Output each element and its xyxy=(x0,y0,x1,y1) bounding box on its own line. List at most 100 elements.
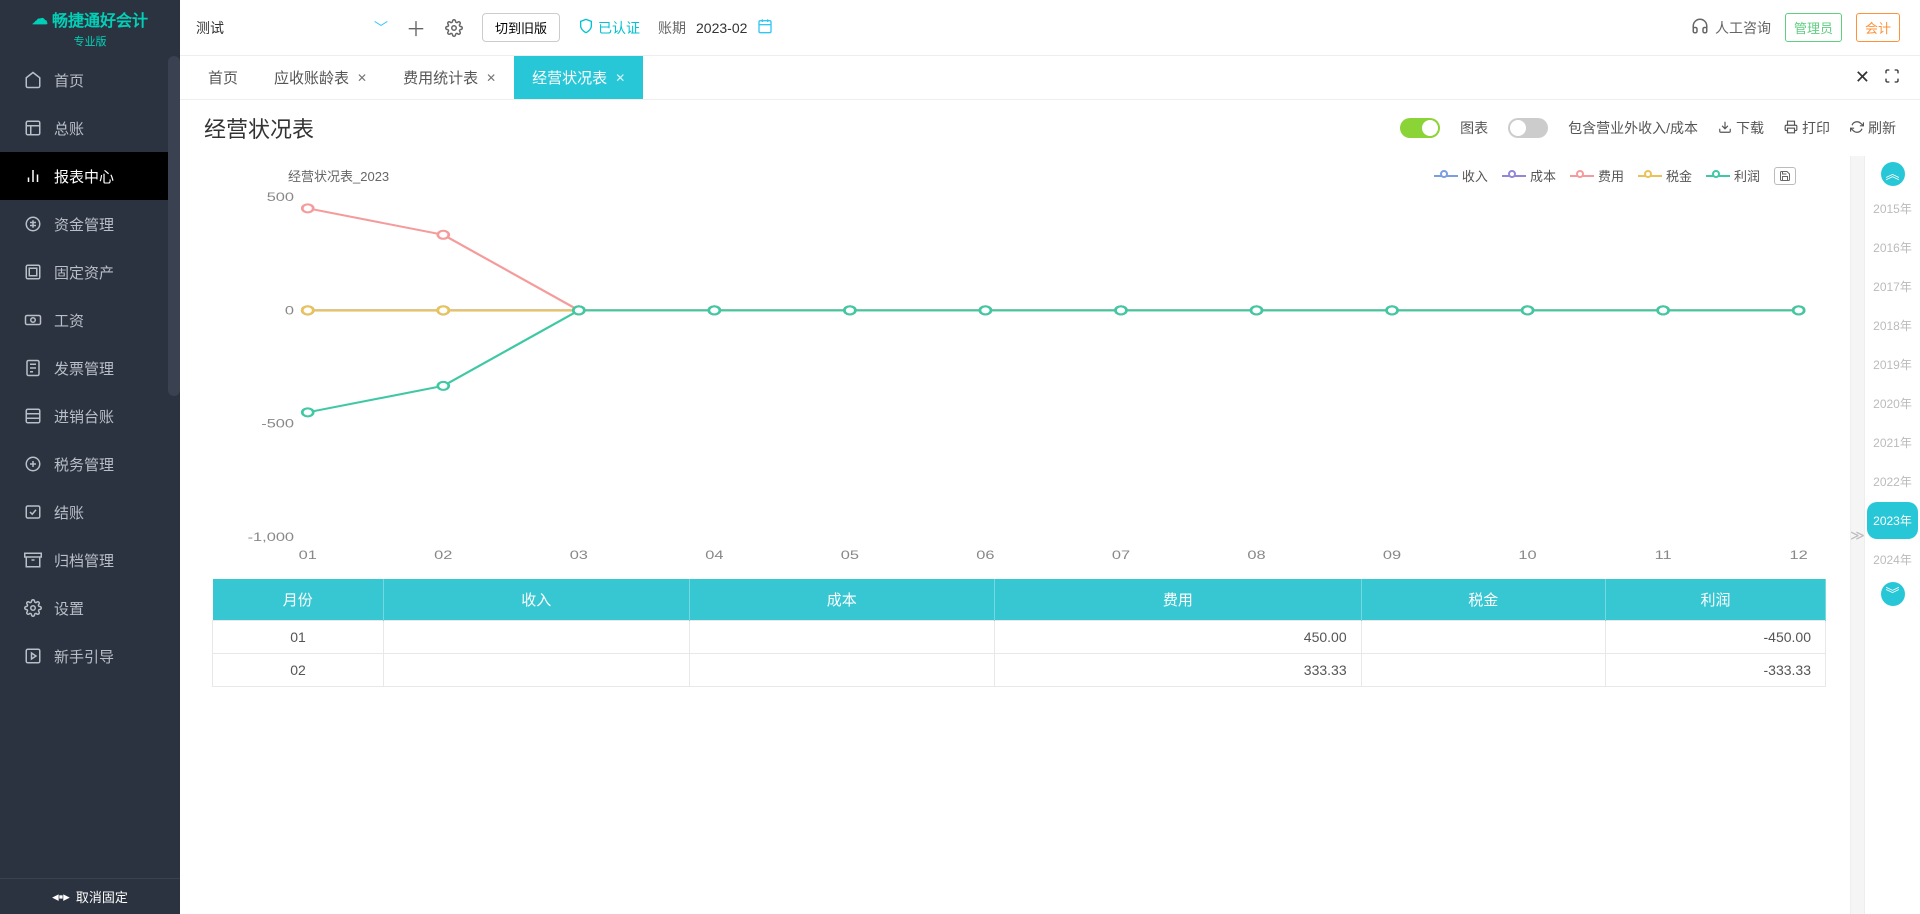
table-header-cell: 费用 xyxy=(995,579,1362,621)
report-icon xyxy=(24,167,42,185)
table-row: 01450.00-450.00 xyxy=(213,621,1826,654)
table-header-cell: 成本 xyxy=(689,579,994,621)
sidebar-item-7[interactable]: 进销台账 xyxy=(0,392,180,440)
year-option[interactable]: 2024年 xyxy=(1867,541,1918,578)
line-chart: -1,000-5000500010203040506070809101112 xyxy=(212,187,1826,567)
unpin-sidebar-button[interactable]: ◂▪▸ 取消固定 xyxy=(0,878,180,914)
certified-badge: 已认证 xyxy=(578,18,640,38)
sidebar-item-0[interactable]: 首页 xyxy=(0,56,180,104)
tab-0[interactable]: 首页 xyxy=(190,56,256,99)
year-scroll-up-button[interactable]: ︽ xyxy=(1881,162,1905,186)
shield-icon xyxy=(578,18,594,37)
table-cell xyxy=(689,654,994,687)
add-icon[interactable]: ＋ xyxy=(406,18,426,38)
tab-3[interactable]: 经营状况表 ✕ xyxy=(514,56,643,99)
role-admin-button[interactable]: 管理员 xyxy=(1785,13,1842,42)
close-all-tabs-icon[interactable]: ✕ xyxy=(1855,67,1870,88)
sidebar-item-4[interactable]: 固定资产 xyxy=(0,248,180,296)
sidebar-item-12[interactable]: 新手引导 xyxy=(0,632,180,680)
sidebar-item-6[interactable]: 发票管理 xyxy=(0,344,180,392)
print-button[interactable]: 打印 xyxy=(1784,118,1830,138)
legend-item[interactable]: 成本 xyxy=(1502,166,1556,185)
year-option[interactable]: 2021年 xyxy=(1867,424,1918,461)
chart-save-icon[interactable] xyxy=(1774,167,1796,185)
year-option[interactable]: 2019年 xyxy=(1867,346,1918,383)
svg-text:10: 10 xyxy=(1518,549,1536,562)
table-cell xyxy=(1361,621,1605,654)
sidebar-item-5[interactable]: 工资 xyxy=(0,296,180,344)
close-period-icon xyxy=(24,503,42,521)
sidebar-item-11[interactable]: 设置 xyxy=(0,584,180,632)
year-option[interactable]: 2023年 xyxy=(1867,502,1918,539)
invoice-icon xyxy=(24,359,42,377)
consult-button[interactable]: 人工咨询 xyxy=(1691,17,1771,38)
table-cell: -450.00 xyxy=(1606,621,1826,654)
unpin-label: 取消固定 xyxy=(76,887,128,906)
sidebar-scrollbar[interactable] xyxy=(168,56,180,396)
refresh-button[interactable]: 刷新 xyxy=(1850,118,1896,138)
chart-row: 经营状况表_2023 收入成本费用税金利润 -1,000-50005000102… xyxy=(180,156,1920,914)
year-option[interactable]: 2020年 xyxy=(1867,385,1918,422)
period-label: 账期 xyxy=(658,18,686,38)
chart-legend: 收入成本费用税金利润 xyxy=(1434,166,1796,185)
switch-old-version-button[interactable]: 切到旧版 xyxy=(482,13,560,42)
sidebar-scroll[interactable]: 首页总账报表中心资金管理固定资产工资发票管理进销台账税务管理结账归档管理设置新手… xyxy=(0,56,180,878)
legend-item[interactable]: 利润 xyxy=(1706,166,1760,185)
close-tab-icon[interactable]: ✕ xyxy=(615,71,625,85)
toggle-chart[interactable] xyxy=(1400,118,1440,138)
brand-logo: ☁ 畅捷通好会计 专业版 xyxy=(0,0,180,56)
close-tab-icon[interactable]: ✕ xyxy=(357,71,367,85)
toggle-include-other[interactable] xyxy=(1508,118,1548,138)
legend-item[interactable]: 税金 xyxy=(1638,166,1692,185)
close-tab-icon[interactable]: ✕ xyxy=(486,71,496,85)
tab-label: 经营状况表 xyxy=(532,67,607,88)
fullscreen-icon[interactable] xyxy=(1884,68,1900,87)
role-accountant-button[interactable]: 会计 xyxy=(1856,13,1900,42)
sidebar-item-3[interactable]: 资金管理 xyxy=(0,200,180,248)
brand-name: 畅捷通好会计 xyxy=(52,7,148,31)
download-button[interactable]: 下载 xyxy=(1718,118,1764,138)
tab-2[interactable]: 费用统计表 ✕ xyxy=(385,56,514,99)
svg-text:04: 04 xyxy=(705,549,723,562)
sidebar-item-label: 工资 xyxy=(54,310,84,331)
sidebar-item-label: 报表中心 xyxy=(54,166,114,187)
table-cell: 333.33 xyxy=(995,654,1362,687)
year-picker: ︽ 2015年2016年2017年2018年2019年2020年2021年202… xyxy=(1864,156,1920,914)
company-selector[interactable]: 测试 ﹀ xyxy=(196,18,388,38)
year-option[interactable]: 2016年 xyxy=(1867,229,1918,266)
sidebar-item-label: 资金管理 xyxy=(54,214,114,235)
sidebar-item-10[interactable]: 归档管理 xyxy=(0,536,180,584)
sidebar-item-2[interactable]: 报表中心 xyxy=(0,152,180,200)
year-option[interactable]: 2017年 xyxy=(1867,268,1918,305)
svg-text:08: 08 xyxy=(1247,549,1265,562)
legend-label: 收入 xyxy=(1462,166,1488,185)
header-middle: 测试 ﹀ ＋ 切到旧版 已认证 账期 2023-02 xyxy=(180,13,1691,42)
collapse-year-panel-button[interactable]: ≫ xyxy=(1850,156,1864,914)
year-scroll-down-button[interactable]: ︾ xyxy=(1881,582,1905,606)
chart-card: 经营状况表_2023 收入成本费用税金利润 -1,000-50005000102… xyxy=(188,156,1850,914)
legend-item[interactable]: 费用 xyxy=(1570,166,1624,185)
sidebar-item-8[interactable]: 税务管理 xyxy=(0,440,180,488)
tab-1[interactable]: 应收账龄表✕ xyxy=(256,56,385,99)
brand-edition: 专业版 xyxy=(74,33,107,49)
year-option[interactable]: 2015年 xyxy=(1867,190,1918,227)
gear-icon[interactable] xyxy=(444,18,464,38)
calendar-icon[interactable] xyxy=(757,18,773,37)
sidebar-item-9[interactable]: 结账 xyxy=(0,488,180,536)
tab-label: 费用统计表 xyxy=(403,67,478,88)
download-label: 下载 xyxy=(1736,118,1764,138)
year-option[interactable]: 2022年 xyxy=(1867,463,1918,500)
table-cell: -333.33 xyxy=(1606,654,1826,687)
certified-text: 已认证 xyxy=(598,18,640,38)
period-value[interactable]: 2023-02 xyxy=(696,20,747,36)
cloud-icon: ☁ xyxy=(32,9,48,29)
table-cell: 02 xyxy=(213,654,384,687)
legend-item[interactable]: 收入 xyxy=(1434,166,1488,185)
sidebar-item-1[interactable]: 总账 xyxy=(0,104,180,152)
print-label: 打印 xyxy=(1802,118,1830,138)
sidebar-item-label: 进销台账 xyxy=(54,406,114,427)
svg-text:02: 02 xyxy=(434,549,452,562)
refresh-label: 刷新 xyxy=(1868,118,1896,138)
year-option[interactable]: 2018年 xyxy=(1867,307,1918,344)
top-header: ☁ 畅捷通好会计 专业版 测试 ﹀ ＋ 切到旧版 已认证 账期 2023-02 xyxy=(0,0,1920,56)
